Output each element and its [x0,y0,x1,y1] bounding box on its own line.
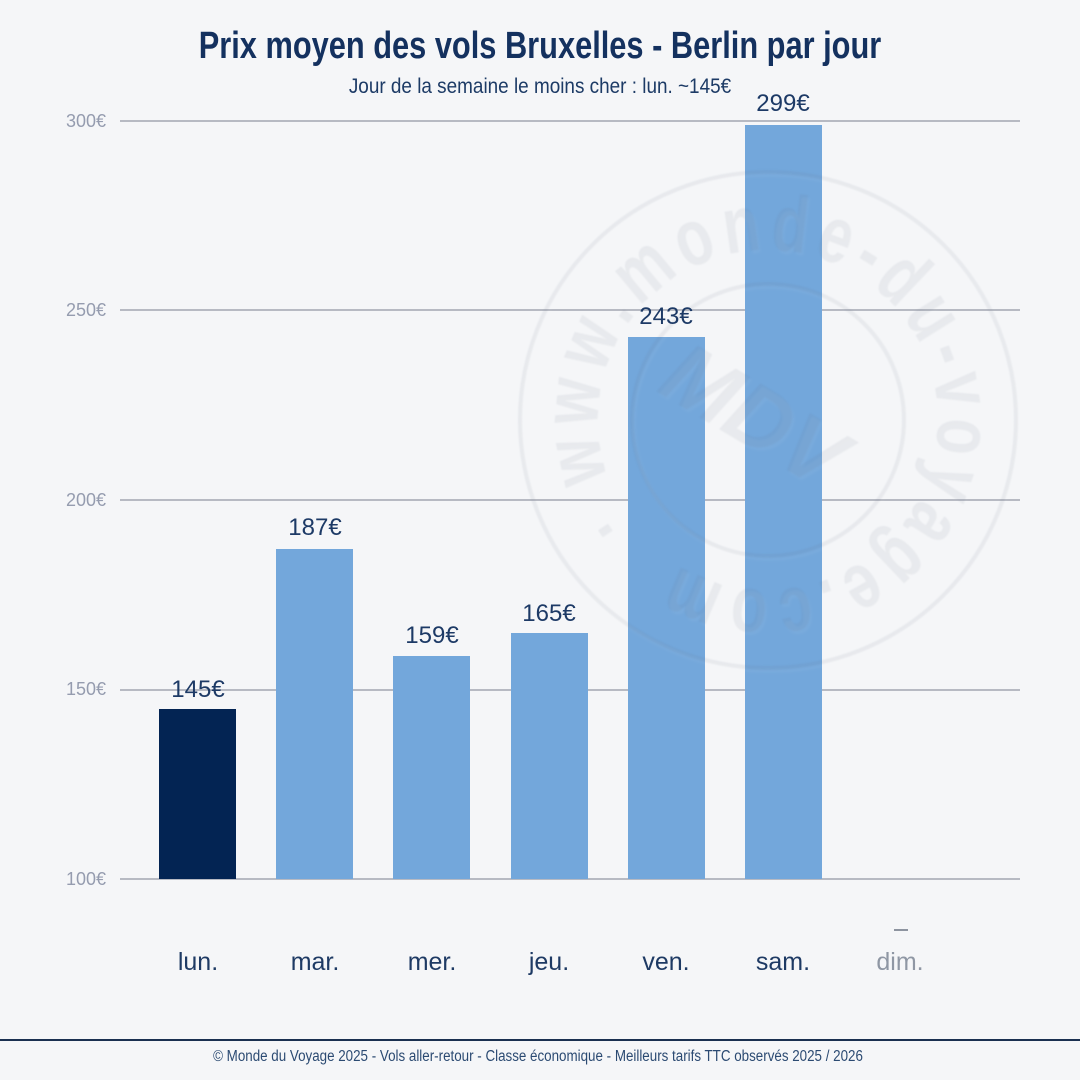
svg-text:g: g [860,518,948,608]
svg-text:-: - [840,208,904,295]
svg-text:e: e [829,545,902,639]
svg-text:w: w [524,374,618,429]
svg-text:w: w [526,430,624,495]
svg-text:-: - [908,327,999,377]
svg-text:y: y [907,454,1003,514]
svg-text:d: d [860,231,948,321]
svg-text:u: u [888,276,983,354]
svg-text:o: o [919,415,1012,459]
svg-text:v: v [916,366,1010,413]
svg-text:o: o [658,189,726,286]
